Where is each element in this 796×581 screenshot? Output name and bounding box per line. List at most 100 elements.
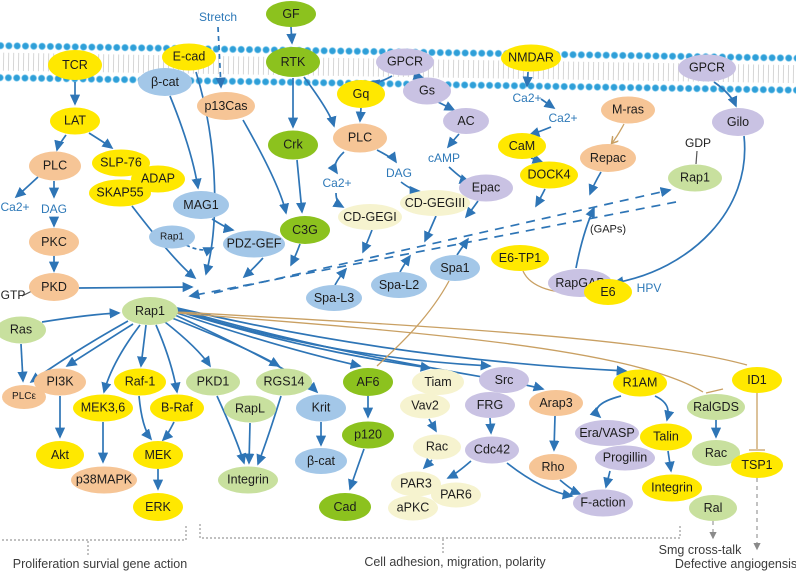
node-label: p13Cas — [204, 98, 248, 113]
node-label: Vav2 — [411, 398, 439, 413]
arrow-cdgeg3-exchange — [424, 215, 437, 243]
arrow-raf1-mek — [138, 395, 153, 441]
node-label: AC — [457, 113, 475, 128]
node-faction: F-action — [573, 489, 633, 517]
node-label: TCR — [62, 57, 88, 72]
node-label: Integrin — [227, 472, 269, 487]
text-ca2-center: Ca2+ — [322, 176, 352, 190]
node-label: PAR3 — [400, 476, 432, 491]
node-label: PLC — [42, 158, 68, 173]
node-pdzgef: PDZ-GEF — [223, 230, 285, 258]
node-label: PKC — [41, 234, 67, 249]
node-id1: ID1 — [732, 367, 782, 393]
arrow-ca2-ca2 — [540, 98, 556, 109]
arrow-eravasp-faction — [603, 470, 614, 489]
arrow-braf-mek — [161, 421, 175, 442]
node-label: RapL — [235, 401, 265, 416]
caption-defective-angiogensis: Defective angiogensis — [674, 557, 796, 571]
node-label: Arap3 — [539, 395, 573, 410]
text-ca2-nmdar1: Ca2+ — [512, 91, 542, 105]
node-rac: Rac — [413, 434, 461, 460]
arrow-rap1-krit — [174, 314, 319, 394]
node-lat: LAT — [50, 107, 100, 135]
node-spal3: Spa-L3 — [306, 285, 362, 311]
arrow-cdc42-par — [446, 460, 472, 479]
node-label: Gilo — [726, 114, 750, 129]
node-repac: Repac — [580, 144, 636, 172]
node-label: SLP-76 — [100, 155, 142, 170]
arrow-pdzgef-exchange — [242, 257, 264, 279]
node-raf1: Raf-1 — [114, 368, 166, 396]
text-stretch: Stretch — [198, 10, 238, 24]
link-spa1-af6 — [376, 280, 450, 367]
node-label: SKAP55 — [96, 185, 144, 200]
arrow-ac-camp — [446, 133, 460, 149]
node-label: Talin — [653, 429, 679, 444]
tan-links — [176, 123, 765, 451]
node-cdgeg1: CD-GEGI — [338, 204, 402, 230]
node-label: Krit — [311, 400, 331, 415]
node-spa1: Spa1 — [430, 255, 480, 281]
arrow-plc-ca2 — [14, 176, 39, 199]
node-label: Era/VASP — [579, 425, 635, 440]
node-label: Tiam — [424, 374, 452, 389]
node-c3g: C3G — [280, 216, 330, 244]
node-cad: Cad — [319, 493, 371, 521]
caption-proliferation: Proliferation survial gene action — [12, 557, 188, 571]
node-rho: Rho — [529, 454, 577, 480]
node-label: E6 — [600, 284, 616, 299]
node-label: p120 — [354, 427, 382, 442]
node-label: FRG — [476, 397, 504, 412]
node-gf: GF — [266, 1, 316, 27]
node-label: C3G — [292, 222, 318, 237]
node-label: Src — [494, 372, 514, 387]
node-r1am: R1AM — [613, 369, 667, 397]
node-label: Spa1 — [440, 260, 470, 275]
node-label: Rap1 — [680, 170, 710, 185]
node-label: Rap1 — [160, 231, 184, 242]
node-label: AF6 — [356, 374, 380, 389]
node-label: PLCε — [12, 391, 36, 402]
node-label: RalGDS — [693, 399, 739, 414]
text-ca2-left: Ca2+ — [0, 200, 30, 214]
node-label: Raf-1 — [124, 374, 156, 389]
node-label: DOCK4 — [527, 167, 571, 182]
node-label: RGS14 — [263, 374, 305, 389]
gdp-tick — [695, 150, 698, 165]
arrow-lat-plc — [54, 134, 67, 152]
dashed-blue-arrows — [185, 26, 677, 300]
arrow-pkd-exchange — [78, 281, 194, 293]
node-skap55: SKAP55 — [89, 179, 151, 207]
node-label: PLC — [347, 130, 373, 145]
node-label: Rho — [541, 459, 565, 474]
arrow-rap1-src — [176, 309, 492, 371]
arrow-c3g-exchange — [290, 243, 301, 267]
node-cam: CaM — [498, 133, 546, 159]
node-label: Gs — [419, 83, 435, 98]
node-label: Cad — [333, 499, 357, 514]
node-plc-center: PLC — [333, 123, 387, 153]
node-e6tp1: E6-TP1 — [491, 245, 549, 271]
node-label: Crk — [283, 137, 303, 152]
arrow-rtk-plc — [303, 76, 337, 128]
text-hpv: HPV — [636, 281, 662, 295]
arrow-rap1-pi3k — [65, 323, 134, 367]
arrow-rap1-raf1 — [137, 324, 148, 368]
arrow-pkd1-integrin — [216, 395, 247, 465]
arrow-plc-dag-center — [376, 149, 397, 164]
node-tcr: TCR — [48, 50, 102, 80]
text-gdp: GDP — [684, 136, 712, 150]
node-label: Rac — [704, 445, 728, 460]
node-label: TSP1 — [741, 457, 773, 472]
node-label: NMDAR — [508, 50, 554, 65]
node-pkc: PKC — [29, 228, 79, 256]
node-braf: B-Raf — [150, 394, 204, 422]
text-gaps: (GAPs) — [589, 223, 627, 236]
link-rap1sm-pdzgef — [185, 244, 215, 257]
text-gtp: GTP — [0, 288, 26, 302]
node-cdgeg3: CD-GEGIII — [400, 190, 470, 216]
node-label: LAT — [64, 113, 86, 128]
node-label: B-Raf — [161, 400, 193, 415]
node-eravasp: Era/VASP — [575, 420, 639, 446]
node-label: β-cat — [150, 74, 180, 89]
